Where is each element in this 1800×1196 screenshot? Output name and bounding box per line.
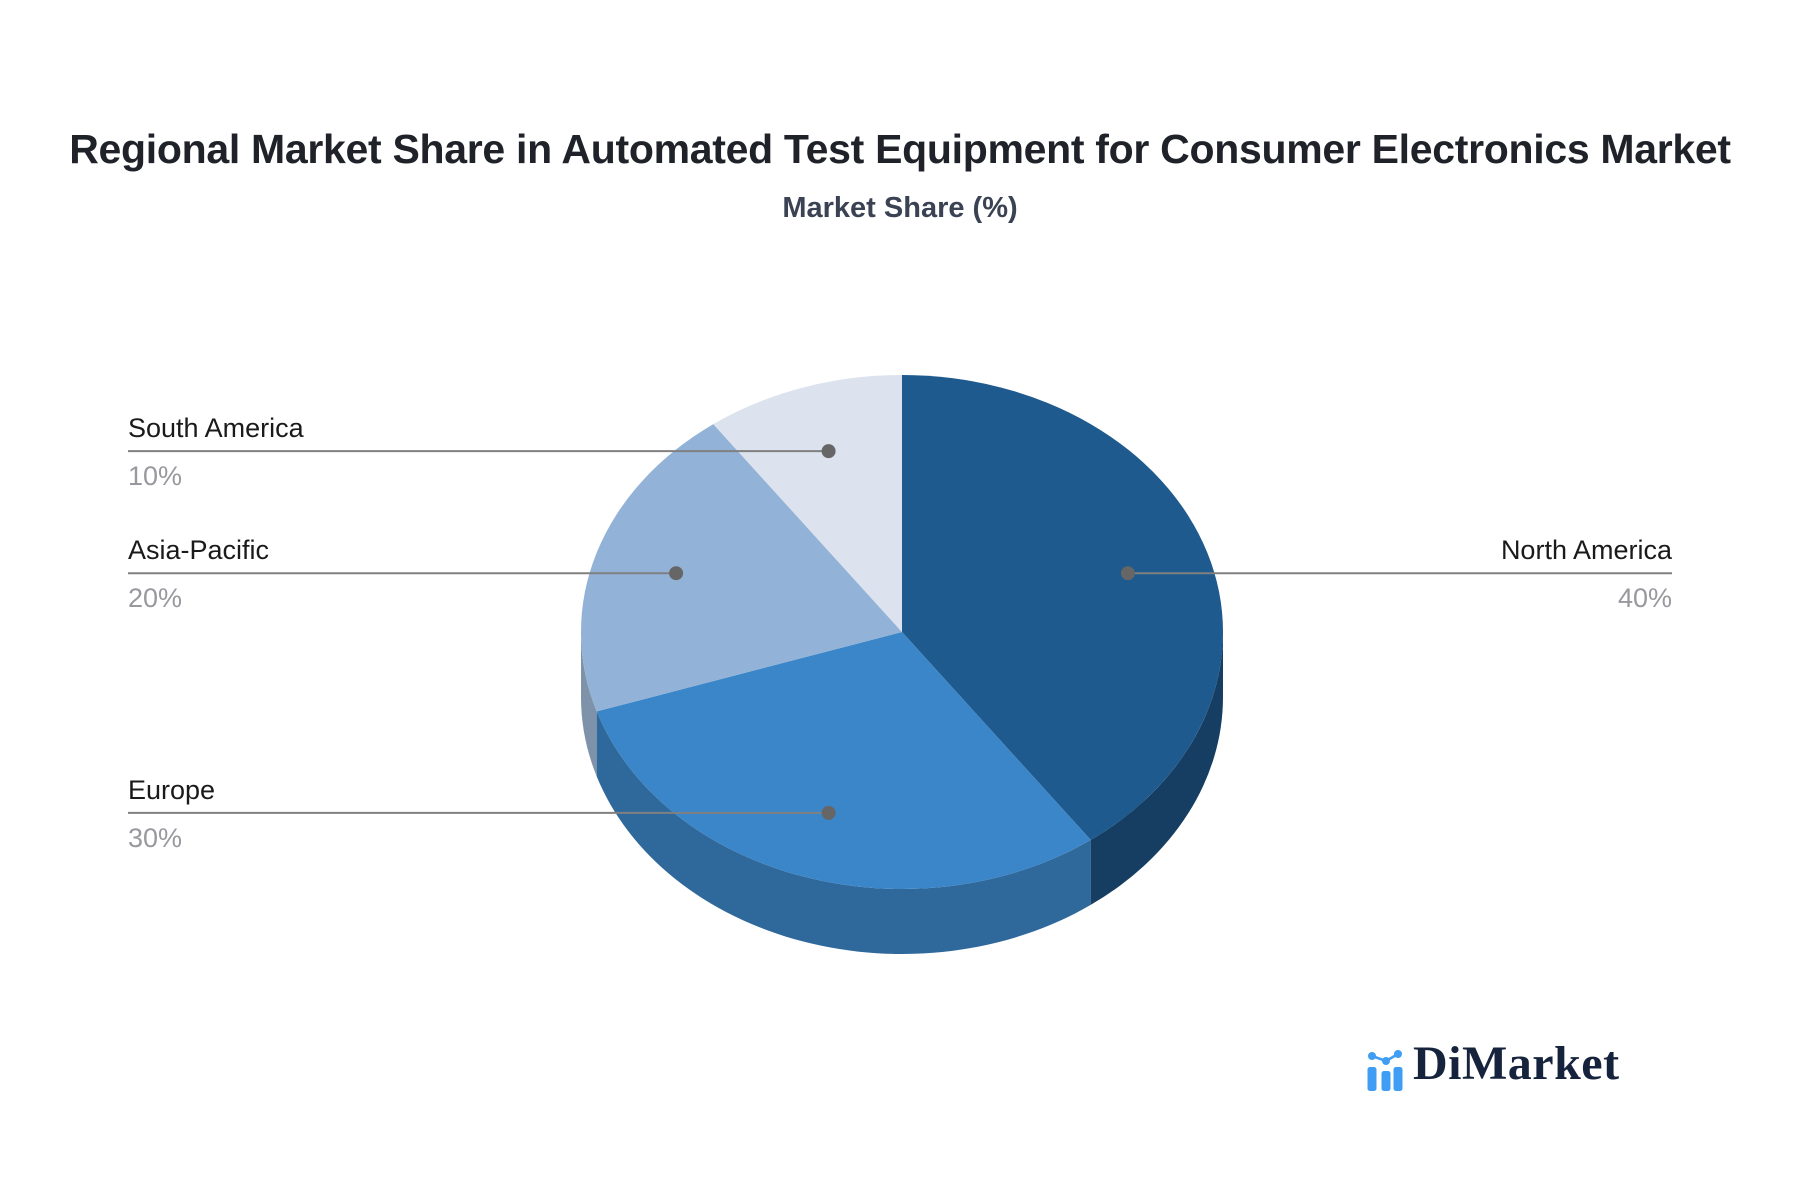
logo-bar [1393, 1067, 1403, 1091]
pie-slice-side-asia-pacific [581, 632, 597, 777]
pie-slice-north-america[interactable] [902, 375, 1223, 840]
logo-text: DiMarket [1413, 1037, 1620, 1090]
logo-bar [1381, 1071, 1391, 1091]
slice-label-europe: Europe [128, 774, 216, 805]
logo-dot [1368, 1052, 1376, 1060]
pie-slice-side-north-america [1090, 632, 1223, 905]
pie-slice-south-america[interactable] [713, 375, 902, 632]
slice-value-europe: 30% [128, 822, 183, 853]
slice-value-north-america: 40% [1617, 583, 1672, 614]
slice-label-south-america: South America [128, 413, 304, 444]
pie-slice-europe[interactable] [596, 632, 1091, 889]
logo-bar-line-chart-icon [1367, 1050, 1403, 1091]
slice-value-south-america: 10% [128, 461, 183, 492]
leader-dot-south-america [821, 444, 836, 459]
chart-subtitle: Market Share (%) [782, 192, 1018, 224]
slice-label-north-america: North America [1500, 535, 1672, 566]
pie-slice-asia-pacific[interactable] [581, 424, 902, 712]
slice-value-asia-pacific: 20% [128, 583, 183, 614]
logo-dot [1394, 1050, 1402, 1058]
logo-bar [1367, 1067, 1377, 1091]
leader-dot-europe [821, 805, 836, 820]
logo-dot [1382, 1057, 1390, 1065]
leader-dot-north-america [1120, 566, 1135, 581]
slice-label-asia-pacific: Asia-Pacific [128, 535, 270, 566]
leader-dot-asia-pacific [669, 566, 684, 581]
chart-title: Regional Market Share in Automated Test … [69, 126, 1731, 172]
pie-slice-side-europe [596, 711, 1091, 954]
